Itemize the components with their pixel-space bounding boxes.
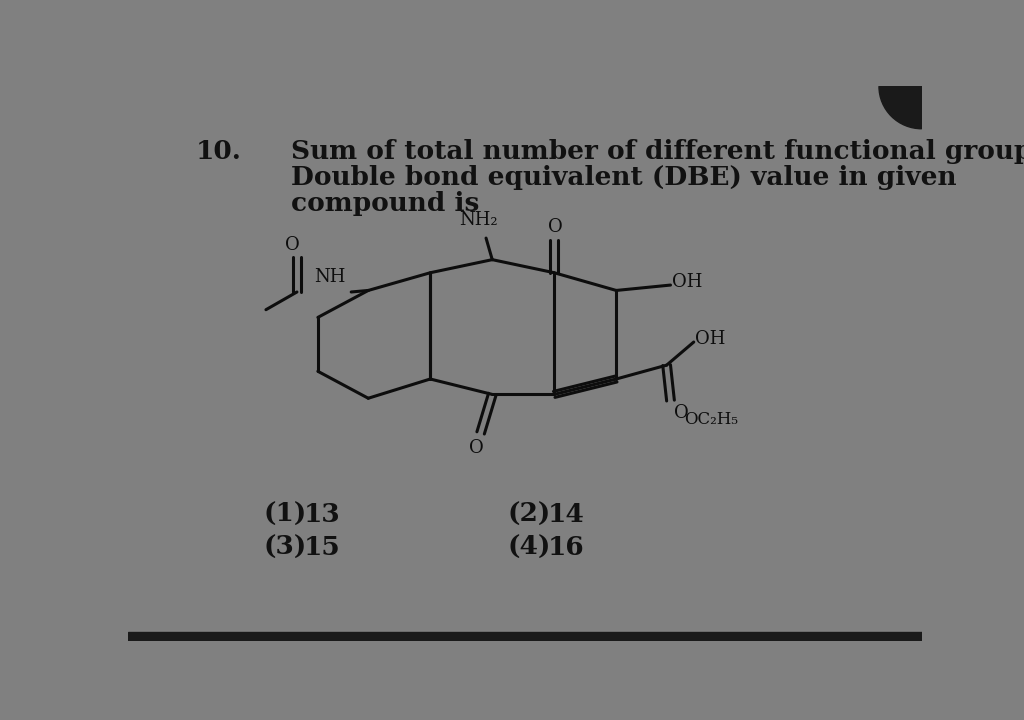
Text: (3): (3) [263,535,307,560]
Text: O: O [469,439,484,457]
Text: O: O [674,404,688,422]
Text: O: O [549,217,563,235]
Text: compound is: compound is [291,191,479,216]
Text: Double bond equivalent (DBE) value in given: Double bond equivalent (DBE) value in gi… [291,165,956,190]
Text: (2): (2) [508,502,551,527]
Wedge shape [879,86,922,129]
Text: O: O [285,236,300,254]
Text: (1): (1) [263,502,307,527]
Text: 14: 14 [548,502,585,527]
Text: OH: OH [695,330,726,348]
Text: NH: NH [313,268,345,286]
Text: 16: 16 [548,535,585,560]
Text: 13: 13 [304,502,341,527]
Bar [128,631,922,641]
Text: NH₂: NH₂ [459,211,498,229]
Text: OH: OH [672,273,702,291]
Text: OC₂H₅: OC₂H₅ [684,411,738,428]
Text: 10.: 10. [197,139,242,163]
Text: 15: 15 [304,535,341,560]
Text: Sum of total number of different functional group and: Sum of total number of different functio… [291,139,1024,163]
Text: (4): (4) [508,535,551,560]
